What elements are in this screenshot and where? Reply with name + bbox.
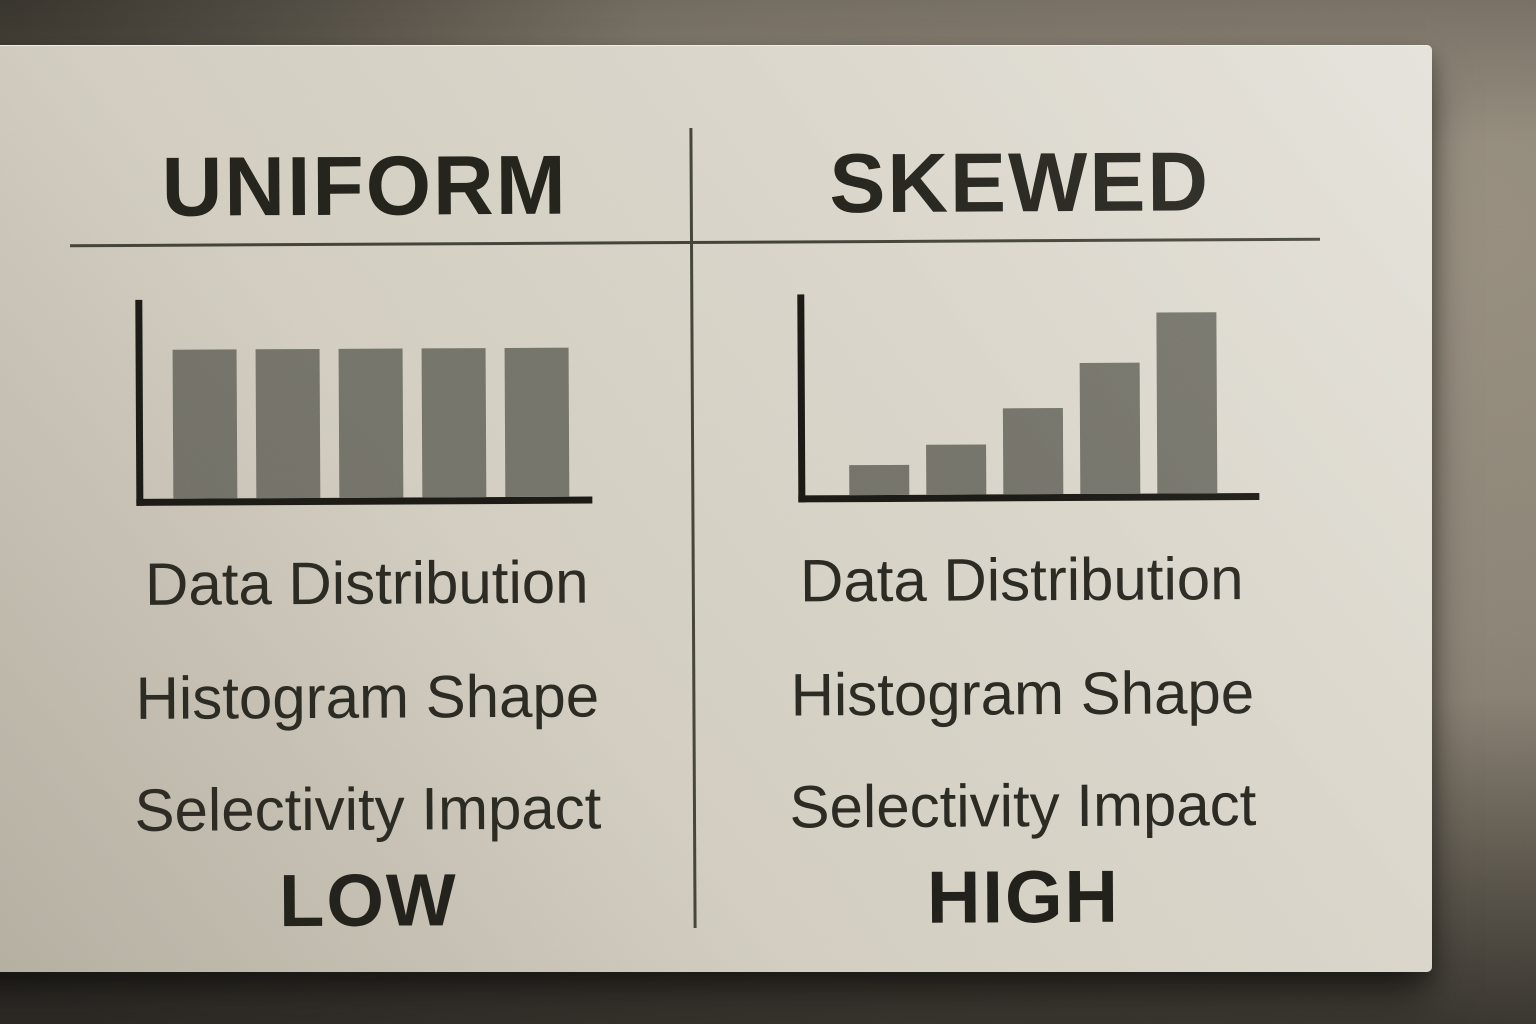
uniform-column: UNIFORM Data Distribution Histogram Shap…: [49, 46, 684, 975]
skewed-attr-histogram-shape: Histogram Shape: [790, 659, 1255, 729]
uniform-verdict: LOW: [278, 858, 458, 943]
skewed-attr-data-distribution: Data Distribution: [799, 545, 1244, 615]
skewed-header: SKEWED: [829, 134, 1211, 231]
histogram-bar: [172, 349, 238, 499]
uniform-attr-histogram-shape: Histogram Shape: [135, 662, 600, 732]
histogram-bar: [1079, 363, 1141, 494]
histogram-bar: [849, 464, 910, 496]
skewed-attr-selectivity-impact: Selectivity Impact: [789, 771, 1257, 841]
histogram-bar: [421, 347, 487, 498]
histogram-bar: [1156, 312, 1218, 494]
uniform-attr-selectivity-impact: Selectivity Impact: [134, 774, 602, 844]
histogram-bar: [926, 444, 987, 495]
skewed-histogram: [797, 292, 1260, 503]
uniform-attr-data-distribution: Data Distribution: [144, 548, 589, 618]
histogram-bar: [1002, 407, 1064, 495]
skewed-column: SKEWED Data Distribution Histogram Shape…: [704, 43, 1339, 972]
histogram-bar: [338, 348, 404, 498]
uniform-histogram: [135, 297, 593, 506]
comparison-card: UNIFORM Data Distribution Histogram Shap…: [0, 45, 1432, 972]
column-divider: [689, 127, 697, 928]
histogram-bar: [255, 348, 321, 499]
uniform-header: UNIFORM: [161, 137, 568, 234]
skewed-verdict: HIGH: [926, 854, 1121, 939]
histogram-bar: [504, 347, 570, 497]
card-content: UNIFORM Data Distribution Histogram Shap…: [0, 42, 1436, 976]
